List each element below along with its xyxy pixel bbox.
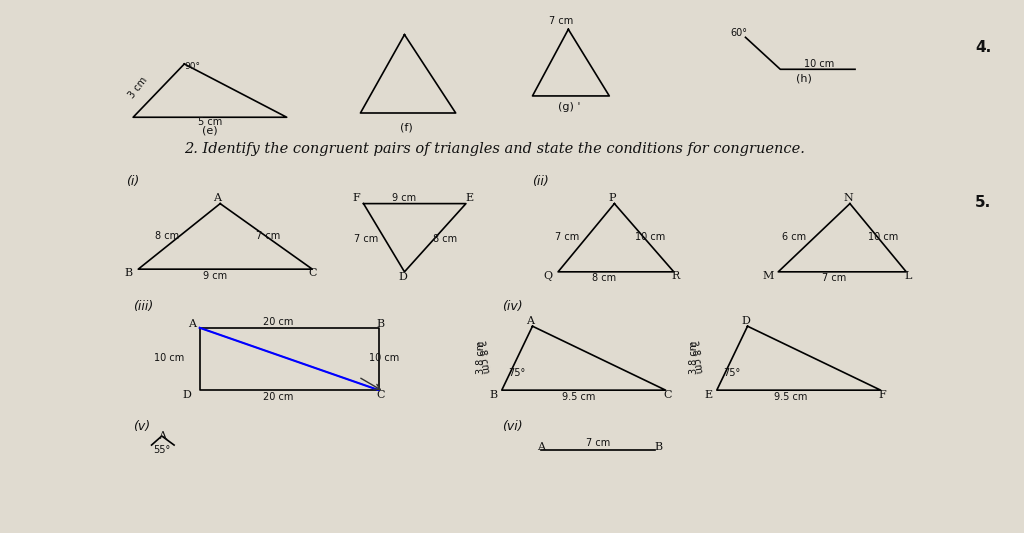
Text: A: A: [537, 442, 545, 451]
Text: 9.5 cm: 9.5 cm: [774, 392, 807, 402]
Text: 60°: 60°: [731, 28, 748, 38]
Text: 8 cm: 8 cm: [433, 234, 458, 244]
Text: P: P: [608, 193, 616, 203]
Text: (g) ': (g) ': [558, 102, 581, 111]
Text: 5 cm: 5 cm: [198, 117, 222, 126]
Text: 55°: 55°: [154, 445, 170, 455]
Text: (h): (h): [796, 74, 812, 84]
Text: B: B: [124, 269, 132, 278]
Text: 10 cm: 10 cm: [369, 353, 399, 363]
Text: B: B: [654, 442, 663, 451]
Text: 3.8 cm: 3.8 cm: [475, 340, 492, 374]
Text: F: F: [352, 193, 360, 203]
Text: (iii): (iii): [133, 300, 154, 313]
Text: (vi): (vi): [502, 420, 522, 433]
Text: 2. Identify the congruent pairs of triangles and state the conditions for congru: 2. Identify the congruent pairs of trian…: [184, 142, 805, 156]
Text: 7 cm: 7 cm: [555, 232, 580, 241]
Text: E: E: [705, 391, 713, 400]
Text: A: A: [526, 316, 535, 326]
Text: 20 cm: 20 cm: [263, 392, 294, 402]
Text: M: M: [762, 271, 774, 281]
Text: 4.: 4.: [975, 41, 991, 55]
Text: B: B: [489, 391, 498, 400]
Text: D: D: [182, 391, 190, 400]
Text: 5.: 5.: [975, 195, 991, 210]
Text: (e): (e): [202, 126, 218, 135]
Text: (iv): (iv): [502, 300, 522, 313]
Text: E: E: [465, 193, 473, 203]
Text: 3.8 cm: 3.8 cm: [689, 341, 699, 374]
Text: A: A: [213, 193, 221, 203]
Text: A: A: [188, 319, 197, 328]
Text: B: B: [377, 319, 385, 328]
Text: 7 cm: 7 cm: [586, 439, 610, 448]
Text: 90°: 90°: [184, 62, 201, 71]
Text: 6 cm: 6 cm: [781, 232, 806, 241]
Text: L: L: [904, 271, 912, 281]
Text: 10 cm: 10 cm: [804, 59, 835, 69]
Text: F: F: [879, 391, 887, 400]
Text: 3.8 cm: 3.8 cm: [476, 341, 486, 374]
Text: Q: Q: [544, 271, 552, 281]
Text: 10 cm: 10 cm: [635, 232, 666, 241]
Text: 20 cm: 20 cm: [263, 318, 294, 327]
Text: 7 cm: 7 cm: [354, 234, 379, 244]
Text: 8 cm: 8 cm: [155, 231, 179, 240]
Text: C: C: [377, 391, 385, 400]
Text: 7 cm: 7 cm: [256, 231, 281, 240]
Text: 75°: 75°: [724, 368, 740, 378]
Text: 7 cm: 7 cm: [549, 17, 573, 26]
Text: (f): (f): [400, 123, 413, 133]
Text: A: A: [158, 431, 166, 441]
Text: C: C: [308, 269, 316, 278]
Text: 10 cm: 10 cm: [154, 353, 184, 363]
Text: 3 cm: 3 cm: [127, 75, 150, 101]
Text: D: D: [741, 316, 750, 326]
Text: 8 cm: 8 cm: [592, 273, 616, 283]
Text: (i): (i): [127, 175, 139, 188]
Text: C: C: [664, 391, 672, 400]
Text: D: D: [398, 272, 407, 282]
Text: 9 cm: 9 cm: [392, 193, 417, 203]
Text: 9 cm: 9 cm: [203, 271, 227, 281]
Text: 9.5 cm: 9.5 cm: [562, 392, 595, 402]
Text: 7 cm: 7 cm: [822, 273, 847, 283]
Text: 10 cm: 10 cm: [867, 232, 898, 241]
Text: 75°: 75°: [509, 368, 525, 378]
Text: R: R: [672, 271, 680, 281]
Text: (v): (v): [133, 420, 151, 433]
Text: (ii): (ii): [532, 175, 549, 188]
Text: N: N: [843, 193, 853, 203]
Text: 3.8 cm: 3.8 cm: [688, 340, 705, 374]
